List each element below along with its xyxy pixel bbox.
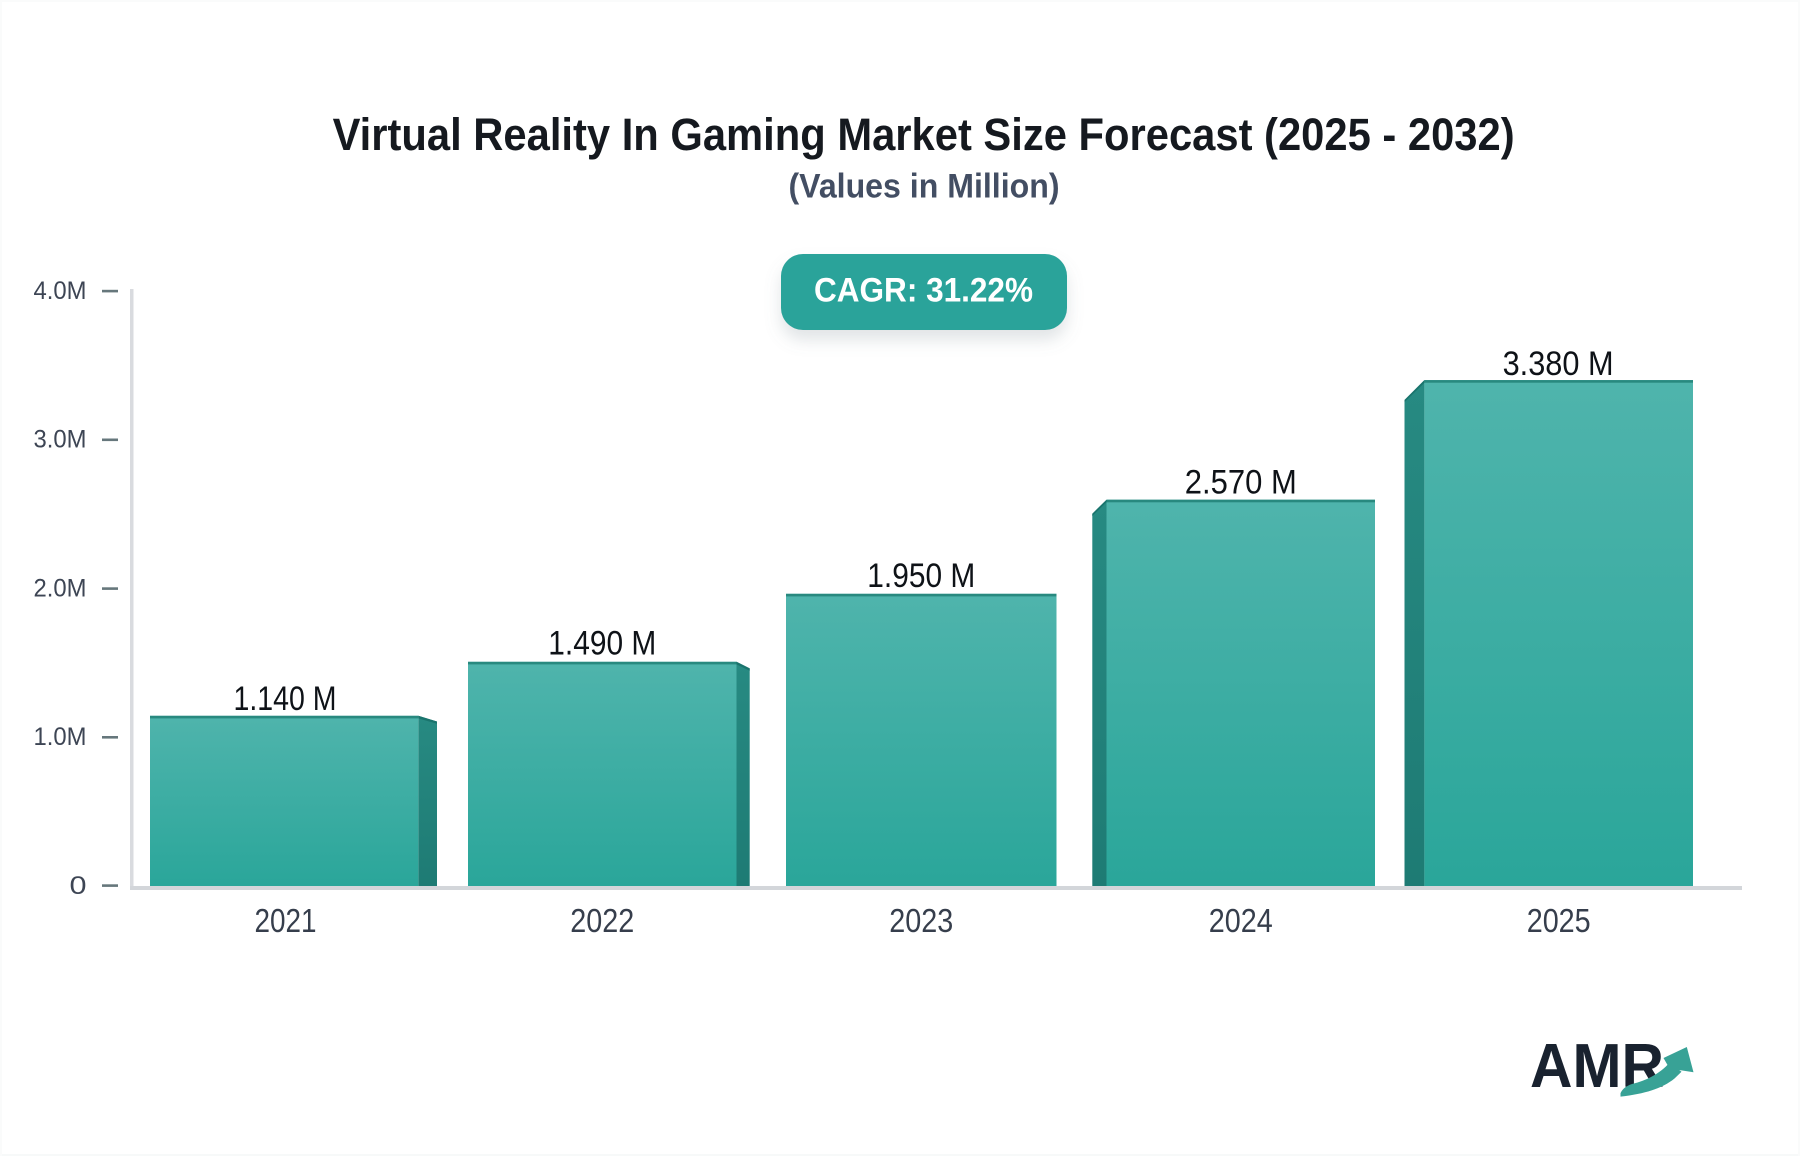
svg-text:2021: 2021 xyxy=(255,903,317,940)
svg-text:(Values in Million): (Values in Million) xyxy=(789,167,1060,205)
svg-text:1.950 M: 1.950 M xyxy=(867,557,975,595)
svg-text:3.380 M: 3.380 M xyxy=(1503,345,1614,383)
svg-text:1.490 M: 1.490 M xyxy=(548,625,656,663)
svg-text:4.0M: 4.0M xyxy=(34,277,87,305)
svg-text:1.140 M: 1.140 M xyxy=(234,680,337,718)
svg-text:2.570 M: 2.570 M xyxy=(1185,464,1297,502)
svg-text:0: 0 xyxy=(70,872,87,900)
svg-text:2024: 2024 xyxy=(1209,903,1273,940)
svg-text:2022: 2022 xyxy=(570,903,634,940)
svg-text:1.0M: 1.0M xyxy=(34,723,87,751)
svg-text:2.0M: 2.0M xyxy=(34,575,87,603)
svg-text:CAGR: 31.22%: CAGR: 31.22% xyxy=(814,271,1033,309)
svg-text:Virtual Reality In Gaming Mark: Virtual Reality In Gaming Market Size Fo… xyxy=(333,109,1515,160)
svg-text:2025: 2025 xyxy=(1527,903,1591,940)
svg-text:2023: 2023 xyxy=(889,903,953,940)
svg-text:3.0M: 3.0M xyxy=(34,426,87,454)
